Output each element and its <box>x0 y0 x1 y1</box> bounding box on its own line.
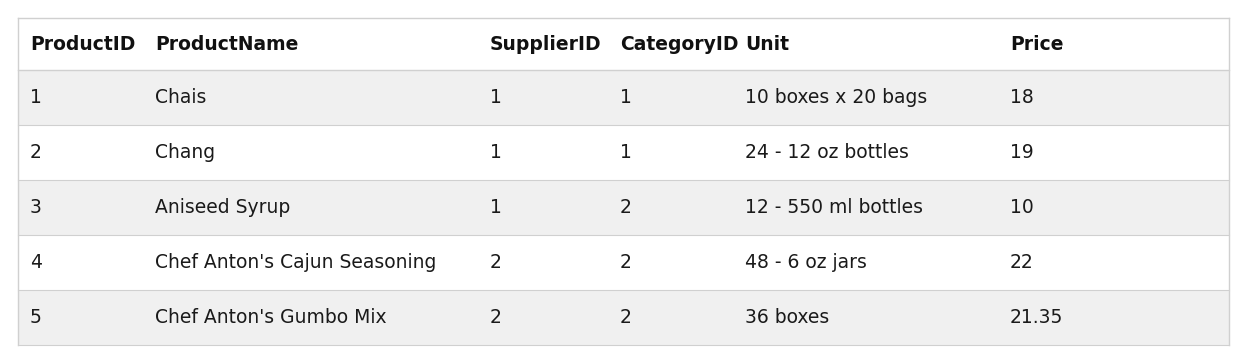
Text: 1: 1 <box>620 143 632 162</box>
Text: 1: 1 <box>490 198 501 217</box>
Text: 2: 2 <box>30 143 42 162</box>
Text: 22: 22 <box>1010 253 1034 272</box>
Text: Unit: Unit <box>744 34 789 53</box>
Text: Price: Price <box>1010 34 1064 53</box>
Text: 12 - 550 ml bottles: 12 - 550 ml bottles <box>744 198 923 217</box>
Text: ProductID: ProductID <box>30 34 136 53</box>
Bar <box>17 290 1230 345</box>
Text: Chang: Chang <box>155 143 216 162</box>
Text: Chef Anton's Cajun Seasoning: Chef Anton's Cajun Seasoning <box>155 253 436 272</box>
Text: 36 boxes: 36 boxes <box>744 308 829 327</box>
Text: 10: 10 <box>1010 198 1034 217</box>
Text: 24 - 12 oz bottles: 24 - 12 oz bottles <box>744 143 909 162</box>
Bar <box>17 235 1230 290</box>
Text: Chais: Chais <box>155 88 206 107</box>
Text: ProductName: ProductName <box>155 34 298 53</box>
Text: 21.35: 21.35 <box>1010 308 1064 327</box>
Text: 2: 2 <box>620 253 632 272</box>
Text: 3: 3 <box>30 198 42 217</box>
Text: Chef Anton's Gumbo Mix: Chef Anton's Gumbo Mix <box>155 308 387 327</box>
Text: 2: 2 <box>620 308 632 327</box>
Text: 1: 1 <box>490 88 501 107</box>
Text: 1: 1 <box>490 143 501 162</box>
Text: 2: 2 <box>490 308 501 327</box>
Text: 1: 1 <box>620 88 632 107</box>
Text: SupplierID: SupplierID <box>490 34 601 53</box>
Text: 48 - 6 oz jars: 48 - 6 oz jars <box>744 253 867 272</box>
Text: 18: 18 <box>1010 88 1034 107</box>
Bar <box>17 18 1230 70</box>
Text: 10 boxes x 20 bags: 10 boxes x 20 bags <box>744 88 928 107</box>
Text: 2: 2 <box>490 253 501 272</box>
Text: 2: 2 <box>620 198 632 217</box>
Text: 1: 1 <box>30 88 42 107</box>
Bar <box>17 180 1230 235</box>
Text: 4: 4 <box>30 253 42 272</box>
Text: CategoryID: CategoryID <box>620 34 738 53</box>
Bar <box>17 70 1230 125</box>
Text: Aniseed Syrup: Aniseed Syrup <box>155 198 291 217</box>
Text: 19: 19 <box>1010 143 1034 162</box>
Bar <box>17 125 1230 180</box>
Text: 5: 5 <box>30 308 42 327</box>
